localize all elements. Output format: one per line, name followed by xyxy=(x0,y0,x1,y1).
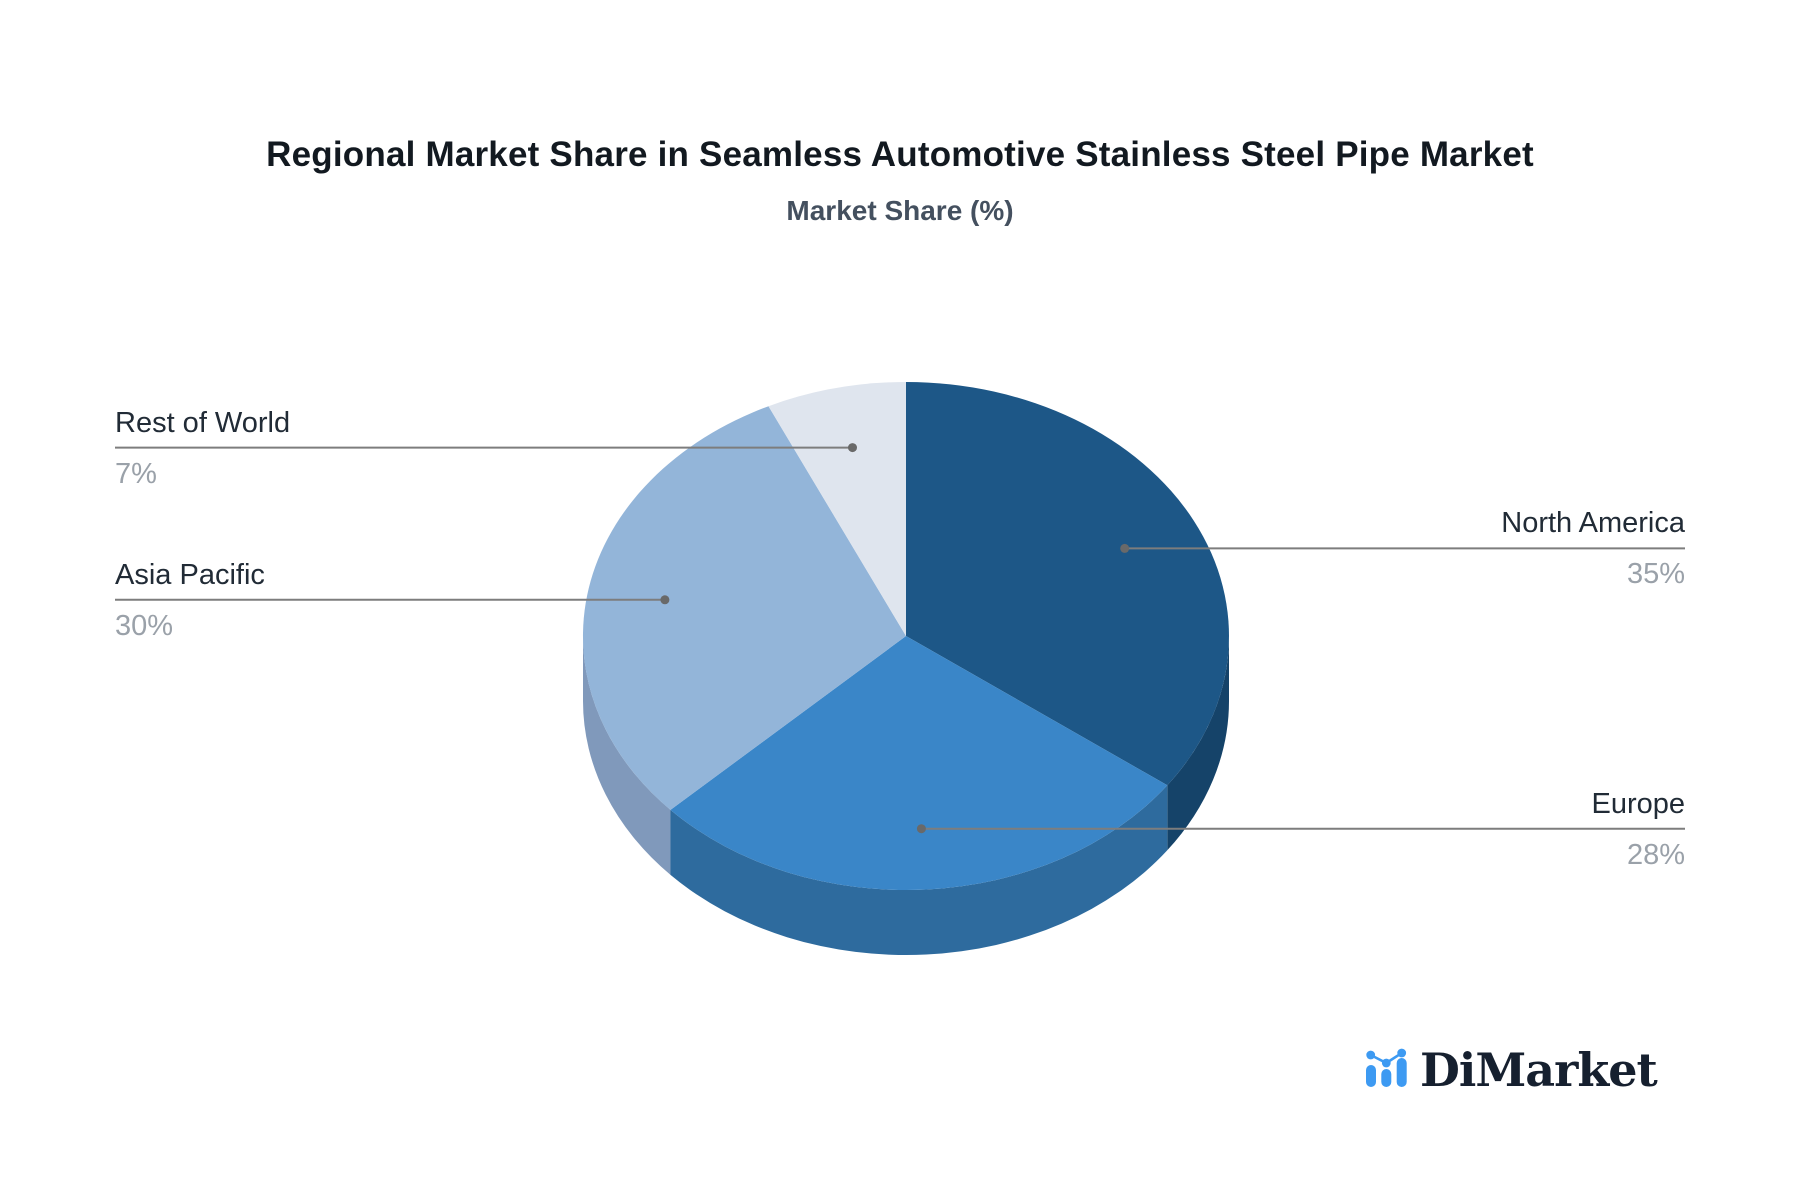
pie-slice-side-north-america xyxy=(1167,636,1229,851)
connector-dot-north-america xyxy=(1120,543,1130,553)
slice-percent-asia-pacific: 30% xyxy=(115,609,174,642)
pie-slice-europe[interactable] xyxy=(670,636,1168,891)
pie-slice-asia-pacific[interactable] xyxy=(582,406,906,810)
connector-north-america xyxy=(1120,543,1685,553)
chart-subtitle: Market Share (%) xyxy=(786,195,1014,226)
connector-dot-rest-of-world xyxy=(848,443,857,453)
pie-slice-side-asia-pacific xyxy=(583,636,671,875)
slice-label-rest-of-world: Rest of World xyxy=(115,406,291,439)
pie-slice-north-america[interactable] xyxy=(906,382,1229,786)
dimarket-logo: DiMarket xyxy=(1362,1044,1682,1104)
slice-label-north-america: North America xyxy=(1501,507,1685,540)
slice-label-asia-pacific: Asia Pacific xyxy=(115,558,265,591)
slice-percent-europe: 28% xyxy=(1626,838,1685,871)
slice-percent-north-america: 35% xyxy=(1626,558,1685,591)
slice-label-europe: Europe xyxy=(1591,787,1685,820)
pie-slice-side-europe xyxy=(670,785,1168,956)
connector-dot-europe xyxy=(916,824,926,834)
connector-dot-asia-pacific xyxy=(660,595,670,605)
pie-slice-rest-of-world[interactable] xyxy=(768,382,907,636)
dimarket-logo-icon xyxy=(1366,1048,1407,1087)
connector-europe xyxy=(916,824,1685,834)
slice-percent-rest-of-world: 7% xyxy=(115,457,157,490)
chart-title: Regional Market Share in Seamless Automo… xyxy=(266,135,1534,174)
connector-asia-pacific xyxy=(115,595,670,605)
connector-rest-of-world xyxy=(115,443,857,453)
dimarket-logo-text: DiMarket xyxy=(1420,1043,1658,1097)
